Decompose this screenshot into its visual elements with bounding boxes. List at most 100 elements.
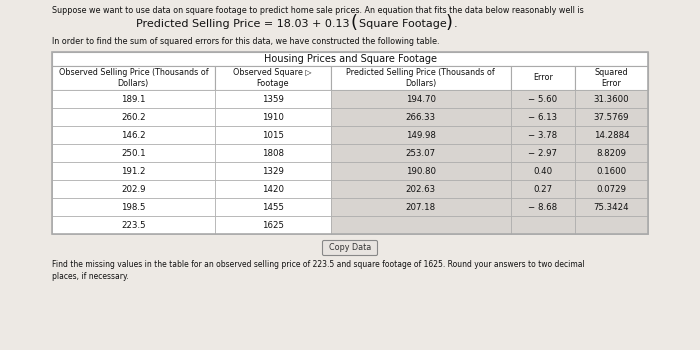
Text: Predicted Selling Price = 18.03 + 0.13: Predicted Selling Price = 18.03 + 0.13 [136, 19, 350, 29]
Text: 189.1: 189.1 [121, 94, 146, 104]
Bar [331, 216, 511, 234]
Text: 0.40: 0.40 [533, 167, 552, 175]
Text: Error: Error [533, 74, 553, 83]
Text: 1455: 1455 [262, 203, 284, 211]
Bar [215, 108, 331, 126]
Bar [52, 216, 215, 234]
Text: − 2.97: − 2.97 [528, 148, 557, 158]
Text: 253.07: 253.07 [406, 148, 436, 158]
Bar [52, 180, 215, 198]
Text: .: . [454, 19, 458, 29]
Bar [215, 162, 331, 180]
Text: 149.98: 149.98 [406, 131, 436, 140]
Bar [511, 108, 575, 126]
Bar [575, 216, 648, 234]
Text: 1359: 1359 [262, 94, 284, 104]
Bar [511, 216, 575, 234]
Bar [52, 126, 215, 144]
Text: Suppose we want to use data on square footage to predict home sale prices. An eq: Suppose we want to use data on square fo… [52, 6, 584, 15]
Text: Squared
Error: Squared Error [594, 68, 628, 88]
Bar [215, 66, 331, 90]
Text: 1420: 1420 [262, 184, 284, 194]
Bar [575, 126, 648, 144]
Text: 266.33: 266.33 [406, 112, 436, 121]
Bar [511, 198, 575, 216]
Bar [511, 180, 575, 198]
Text: Find the missing values in the table for an observed selling price of 223.5 and : Find the missing values in the table for… [52, 260, 584, 281]
Text: 75.3424: 75.3424 [594, 203, 629, 211]
Bar [331, 66, 511, 90]
Text: In order to find the sum of squared errors for this data, we have constructed th: In order to find the sum of squared erro… [52, 37, 440, 46]
Text: 202.63: 202.63 [406, 184, 436, 194]
Text: 260.2: 260.2 [121, 112, 146, 121]
Text: 202.9: 202.9 [121, 184, 146, 194]
Text: 250.1: 250.1 [121, 148, 146, 158]
Text: Copy Data: Copy Data [329, 244, 371, 252]
Text: 1910: 1910 [262, 112, 284, 121]
FancyBboxPatch shape [323, 240, 377, 256]
Bar [215, 90, 331, 108]
Text: 194.70: 194.70 [406, 94, 436, 104]
Bar [575, 198, 648, 216]
Bar [331, 108, 511, 126]
Bar [52, 162, 215, 180]
Bar [511, 66, 575, 90]
Text: Square Footage: Square Footage [359, 19, 447, 29]
Text: Predicted Selling Price (Thousands of
Dollars): Predicted Selling Price (Thousands of Do… [346, 68, 495, 88]
Text: (: ( [351, 14, 358, 33]
Bar [52, 144, 215, 162]
Bar [52, 52, 648, 66]
Text: 0.1600: 0.1600 [596, 167, 626, 175]
Text: 223.5: 223.5 [121, 220, 146, 230]
Bar [52, 66, 215, 90]
Text: 0.27: 0.27 [533, 184, 552, 194]
Bar [575, 162, 648, 180]
Text: − 5.60: − 5.60 [528, 94, 557, 104]
Bar [215, 216, 331, 234]
Bar [52, 108, 215, 126]
Text: 207.18: 207.18 [406, 203, 436, 211]
Bar [331, 198, 511, 216]
Bar [52, 52, 648, 234]
Bar [215, 198, 331, 216]
Bar [331, 90, 511, 108]
Bar [575, 180, 648, 198]
Text: 146.2: 146.2 [121, 131, 146, 140]
Text: 31.3600: 31.3600 [594, 94, 629, 104]
Text: 191.2: 191.2 [121, 167, 146, 175]
Text: 1329: 1329 [262, 167, 284, 175]
Bar [215, 126, 331, 144]
Text: 1625: 1625 [262, 220, 284, 230]
Bar [331, 180, 511, 198]
Bar [331, 126, 511, 144]
Bar [511, 90, 575, 108]
Text: − 3.78: − 3.78 [528, 131, 557, 140]
Text: 190.80: 190.80 [406, 167, 436, 175]
Text: − 6.13: − 6.13 [528, 112, 557, 121]
Bar [331, 144, 511, 162]
Text: 14.2884: 14.2884 [594, 131, 629, 140]
Text: Observed Selling Price (Thousands of
Dollars): Observed Selling Price (Thousands of Dol… [59, 68, 208, 88]
Text: Housing Prices and Square Footage: Housing Prices and Square Footage [263, 54, 437, 64]
Text: 8.8209: 8.8209 [596, 148, 626, 158]
Bar [511, 162, 575, 180]
Text: 1015: 1015 [262, 131, 284, 140]
Bar [575, 90, 648, 108]
Bar [511, 144, 575, 162]
Text: 0.0729: 0.0729 [596, 184, 626, 194]
Bar [575, 144, 648, 162]
Bar [575, 66, 648, 90]
Bar [331, 162, 511, 180]
Text: 1808: 1808 [262, 148, 284, 158]
Bar [215, 144, 331, 162]
Text: Observed Square ▷
Footage: Observed Square ▷ Footage [234, 68, 312, 88]
Bar [52, 90, 215, 108]
Text: − 8.68: − 8.68 [528, 203, 557, 211]
Bar [511, 126, 575, 144]
Bar [575, 108, 648, 126]
Text: 198.5: 198.5 [121, 203, 146, 211]
Text: 37.5769: 37.5769 [594, 112, 629, 121]
Text: ): ) [446, 14, 453, 33]
Bar [215, 180, 331, 198]
Bar [52, 198, 215, 216]
